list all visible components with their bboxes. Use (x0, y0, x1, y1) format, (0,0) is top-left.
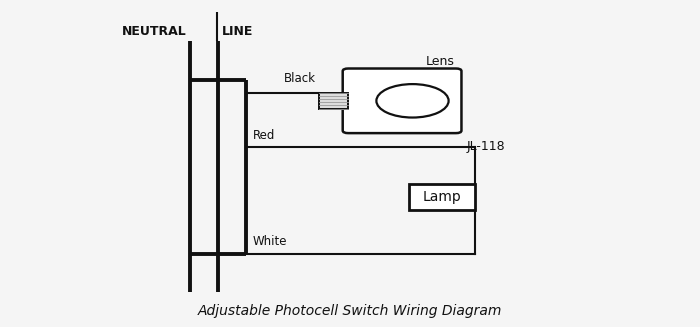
Text: NEUTRAL: NEUTRAL (122, 25, 187, 38)
Text: Adjustable Photocell Switch Wiring Diagram: Adjustable Photocell Switch Wiring Diagr… (198, 304, 502, 318)
Bar (319, 93, 349, 109)
Circle shape (377, 84, 449, 117)
Text: Lamp: Lamp (423, 190, 461, 204)
Text: White: White (253, 235, 287, 248)
Bar (409, 184, 475, 210)
Text: Black: Black (284, 72, 316, 85)
Text: Red: Red (253, 129, 275, 142)
Text: JL-118: JL-118 (466, 140, 505, 153)
Text: Lens: Lens (426, 55, 455, 68)
Text: LINE: LINE (221, 25, 253, 38)
FancyBboxPatch shape (343, 69, 461, 133)
